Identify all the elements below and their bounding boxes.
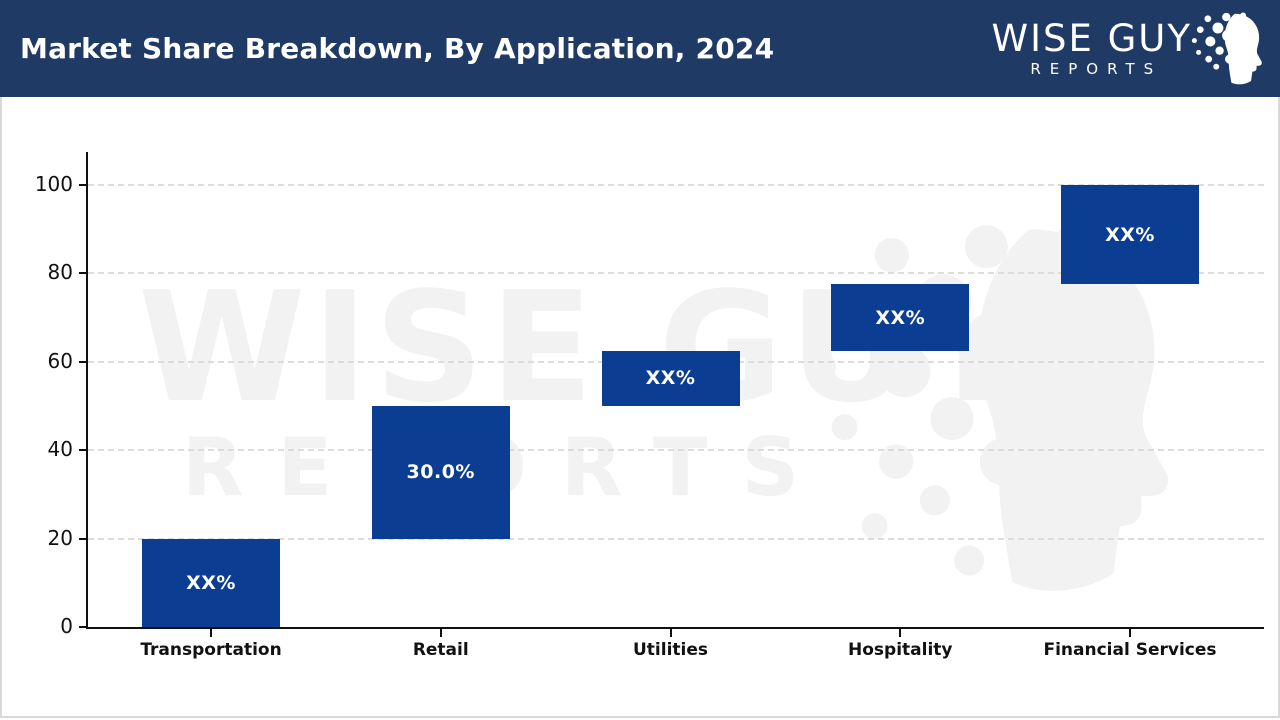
brand-subname: REPORTS: [1030, 59, 1163, 78]
y-tick-label: 40: [47, 437, 73, 462]
head-profile-dots-icon: [1191, 11, 1262, 84]
y-tick-mark: [79, 537, 88, 540]
y-tick-label: 0: [60, 614, 73, 638]
y-tick-label: 60: [47, 348, 73, 373]
gridline: [88, 272, 1264, 275]
y-tick-mark: [79, 360, 88, 363]
y-tick-mark: [79, 449, 88, 452]
y-tick-mark: [79, 184, 88, 186]
x-tick-mark: [669, 629, 672, 637]
bar-hospitality: XX%: [831, 284, 970, 351]
y-tick-label: 100: [34, 172, 73, 196]
brand-logo: WISE GUY REPORTS: [992, 7, 1280, 91]
bar-utilities: XX%: [601, 350, 740, 406]
header-bar: Market Share Breakdown, By Application, …: [0, 0, 1280, 97]
x-tick-mark: [210, 629, 212, 637]
y-tick-label: 80: [47, 260, 73, 285]
y-tick-label: 20: [47, 525, 73, 550]
gridline: [88, 537, 1264, 540]
bar-value-label: XX%: [186, 571, 236, 594]
x-tick-mark: [899, 629, 902, 637]
bar-financial-services: XX%: [1061, 185, 1199, 285]
x-tick-mark: [439, 629, 442, 637]
x-tick-label: Utilities: [632, 640, 708, 660]
x-axis: [86, 627, 1264, 629]
gridline: [88, 184, 1264, 186]
x-tick-label: Hospitality: [848, 640, 953, 660]
brand-name: WISE GUY: [991, 16, 1192, 60]
chart-title: Market Share Breakdown, By Application, …: [20, 32, 775, 65]
bar-value-label: XX%: [1105, 223, 1155, 246]
y-axis: [86, 151, 88, 629]
bar-value-label: XX%: [645, 367, 696, 390]
y-tick-mark: [79, 272, 88, 275]
x-tick-label: Retail: [412, 640, 469, 660]
gridline: [88, 449, 1264, 452]
bar-retail: 30.0%: [371, 406, 510, 539]
y-tick-mark: [79, 626, 88, 628]
brand-logo-text: WISE GUY REPORTS: [992, 20, 1192, 78]
x-tick-label: Transportation: [140, 640, 282, 660]
x-tick-mark: [1129, 629, 1131, 637]
bar-value-label: XX%: [875, 306, 926, 329]
bar-value-label: 30.0%: [406, 461, 475, 484]
bar-transportation: XX%: [142, 538, 280, 627]
x-tick-label: Financial Services: [1043, 640, 1217, 660]
